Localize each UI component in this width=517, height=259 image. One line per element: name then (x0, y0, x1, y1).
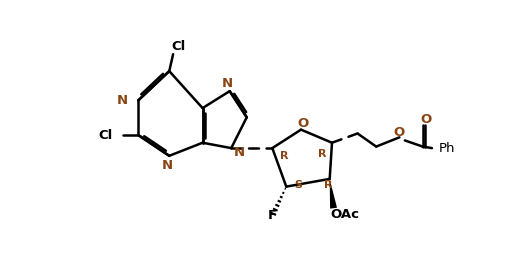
Text: R: R (318, 149, 327, 159)
Text: R: R (324, 180, 332, 190)
Text: O: O (394, 126, 405, 139)
Text: O: O (420, 113, 431, 126)
Text: S: S (295, 180, 302, 190)
Text: OAc: OAc (331, 208, 360, 221)
Text: N: N (117, 94, 128, 107)
Text: N: N (234, 146, 245, 159)
Text: N: N (222, 77, 233, 90)
Text: O: O (297, 117, 308, 130)
Text: N: N (161, 159, 173, 172)
Text: Ph: Ph (438, 142, 455, 155)
Text: Cl: Cl (99, 128, 113, 141)
Text: Cl: Cl (172, 40, 186, 53)
Polygon shape (330, 179, 337, 209)
Text: F: F (268, 209, 277, 222)
Text: R: R (281, 151, 289, 161)
